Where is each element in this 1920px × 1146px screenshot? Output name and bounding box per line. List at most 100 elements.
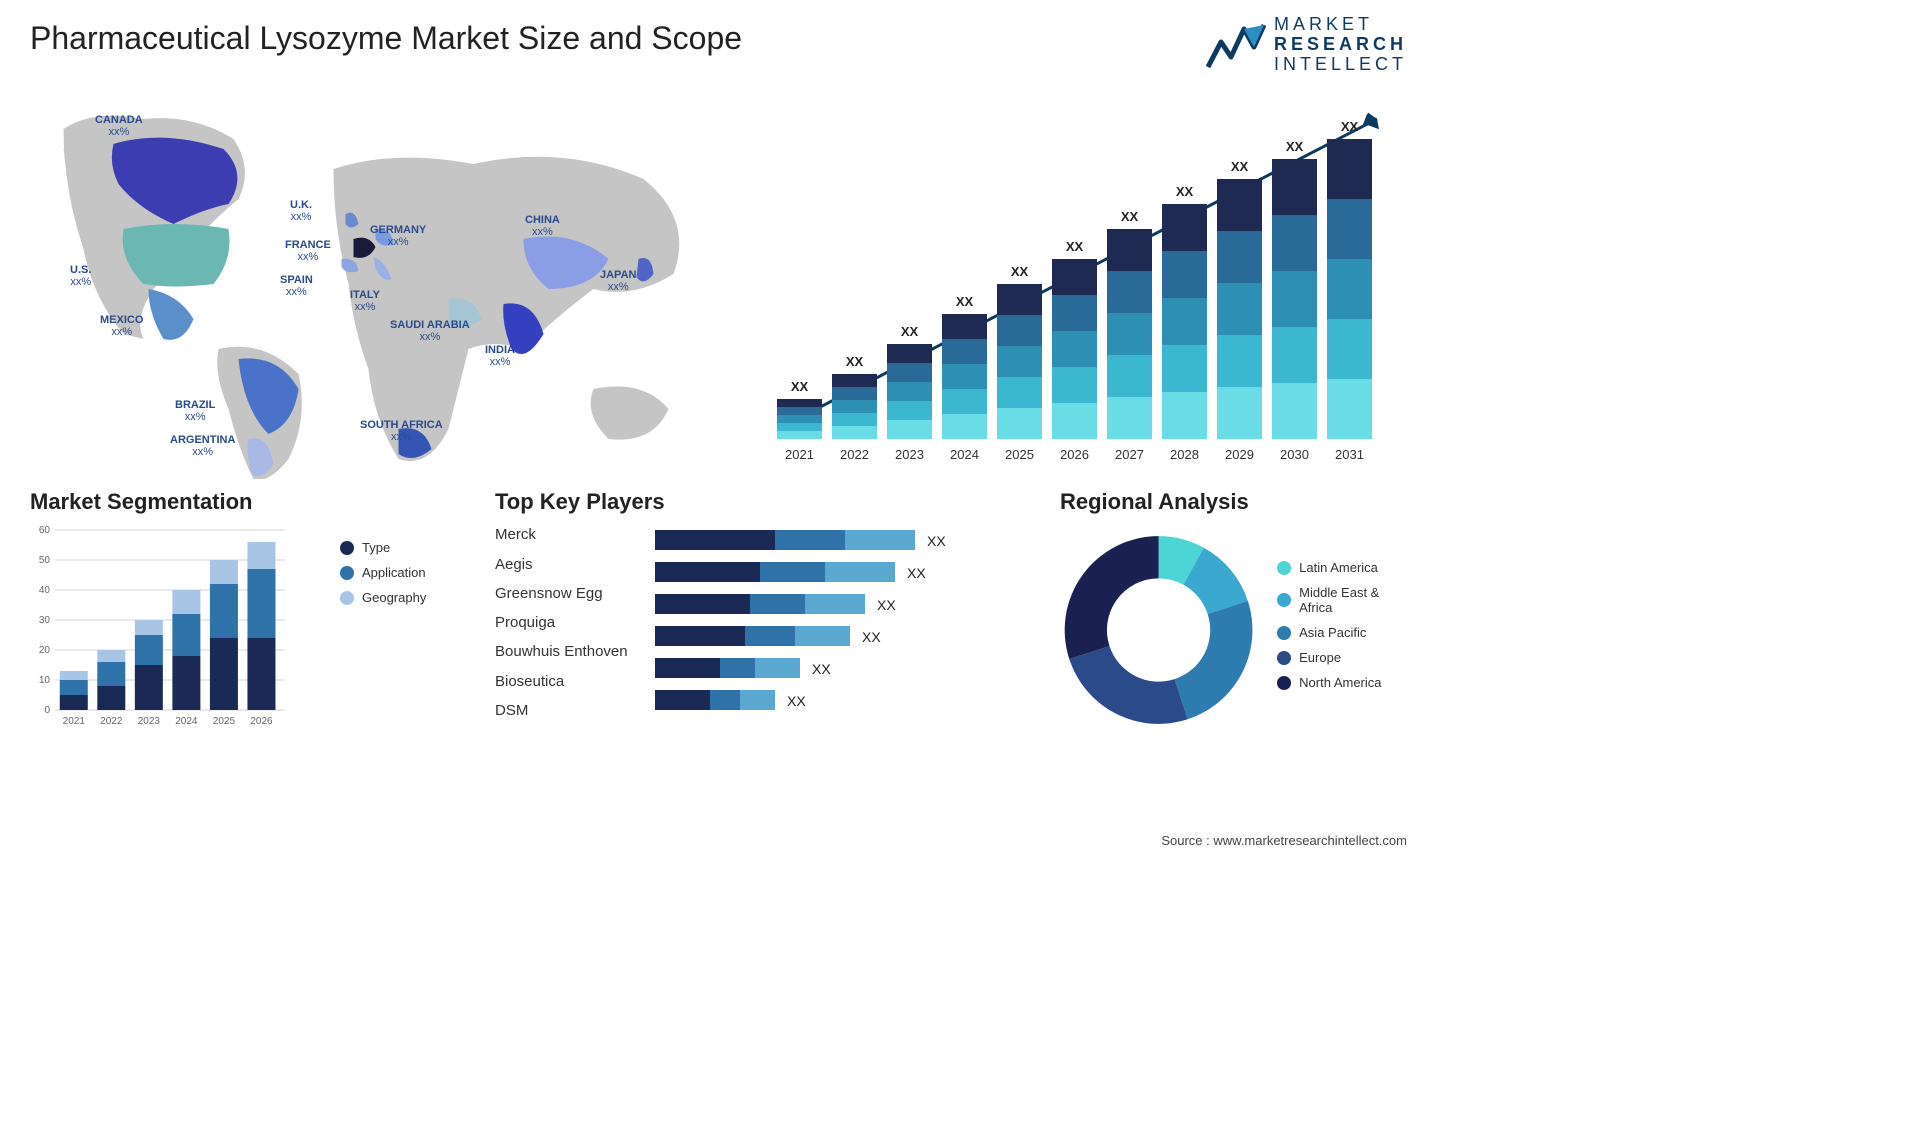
svg-text:2023: 2023: [138, 716, 161, 727]
segmentation-panel: Market Segmentation 0 10 20 30 40 50 60 2021 202…: [30, 489, 470, 749]
legend-swatch: [1277, 561, 1291, 575]
legend-label: Europe: [1299, 650, 1341, 665]
legend-item: Geography: [340, 590, 470, 605]
legend-swatch: [1277, 651, 1291, 665]
map-label: CANADAxx%: [95, 114, 143, 138]
svg-text:2025: 2025: [1005, 447, 1034, 462]
map-label: INDIAxx%: [485, 344, 515, 368]
svg-text:XX: XX: [901, 324, 919, 339]
logo-line2: RESEARCH: [1274, 35, 1407, 55]
players-title: Top Key Players: [495, 489, 1035, 515]
legend-label: Geography: [362, 590, 426, 605]
legend-swatch: [340, 591, 354, 605]
regional-title: Regional Analysis: [1060, 489, 1407, 515]
svg-text:XX: XX: [1121, 209, 1139, 224]
svg-text:2026: 2026: [1060, 447, 1089, 462]
legend-label: Asia Pacific: [1299, 625, 1366, 640]
svg-text:XX: XX: [1231, 159, 1249, 174]
world-map: CANADAxx% U.S.xx% MEXICOxx% BRAZILxx% ARGENT…: [30, 89, 737, 479]
svg-text:2028: 2028: [1170, 447, 1199, 462]
svg-text:XX: XX: [1341, 119, 1359, 134]
regional-legend: Latin America Middle East & Africa Asia Pa…: [1277, 560, 1407, 700]
svg-text:XX: XX: [907, 565, 926, 581]
legend-swatch: [1277, 626, 1291, 640]
map-label: ARGENTINAxx%: [170, 434, 235, 458]
map-label: ITALYxx%: [350, 289, 380, 313]
svg-text:XX: XX: [1286, 139, 1304, 154]
svg-text:40: 40: [39, 585, 51, 596]
svg-text:20: 20: [39, 645, 51, 656]
map-label: U.S.xx%: [70, 264, 91, 288]
main-title: Pharmaceutical Lysozyme Market Size and …: [30, 20, 742, 57]
map-label: BRAZILxx%: [175, 399, 215, 423]
svg-text:2025: 2025: [213, 716, 236, 727]
svg-text:2029: 2029: [1225, 447, 1254, 462]
map-label: SPAINxx%: [280, 274, 313, 298]
svg-text:10: 10: [39, 675, 51, 686]
players-list: MerckAegisGreensnow EggProquigaBouwhuis …: [495, 520, 655, 740]
svg-text:XX: XX: [791, 379, 809, 394]
players-panel: Top Key Players MerckAegisGreensnow EggP…: [495, 489, 1035, 749]
logo-line1: MARKET: [1274, 15, 1407, 35]
legend-item: Europe: [1277, 650, 1407, 665]
legend-label: Type: [362, 540, 390, 555]
legend-label: North America: [1299, 675, 1381, 690]
legend-swatch: [340, 541, 354, 555]
map-label: MEXICOxx%: [100, 314, 143, 338]
brand-logo: MARKET RESEARCH INTELLECT: [1206, 15, 1407, 74]
legend-item: Application: [340, 565, 470, 580]
svg-text:XX: XX: [1176, 184, 1194, 199]
svg-text:2021: 2021: [63, 716, 86, 727]
legend-swatch: [1277, 676, 1291, 690]
svg-text:2023: 2023: [895, 447, 924, 462]
player-name: Aegis: [495, 550, 655, 579]
map-label: GERMANYxx%: [370, 224, 426, 248]
svg-text:XX: XX: [862, 629, 881, 645]
legend-swatch: [1277, 593, 1291, 607]
map-label: CHINAxx%: [525, 214, 560, 238]
segmentation-chart: 0 10 20 30 40 50 60 2021 2022 2023 2024 2025 2026: [30, 525, 325, 740]
legend-item: Latin America: [1277, 560, 1407, 575]
svg-text:60: 60: [39, 525, 51, 536]
map-label: U.K.xx%: [290, 199, 312, 223]
svg-text:XX: XX: [846, 354, 864, 369]
svg-text:2021: 2021: [785, 447, 814, 462]
svg-text:2024: 2024: [950, 447, 979, 462]
svg-text:2022: 2022: [840, 447, 869, 462]
svg-text:XX: XX: [1066, 239, 1084, 254]
svg-text:XX: XX: [927, 533, 946, 549]
map-label: SAUDI ARABIAxx%: [390, 319, 470, 343]
svg-text:XX: XX: [956, 294, 974, 309]
player-name: Bouwhuis Enthoven: [495, 637, 655, 666]
map-label: SOUTH AFRICAxx%: [360, 419, 443, 443]
svg-text:XX: XX: [1011, 264, 1029, 279]
svg-text:2022: 2022: [100, 716, 123, 727]
logo-line3: INTELLECT: [1274, 55, 1407, 75]
player-name: Merck: [495, 520, 655, 549]
player-name: Greensnow Egg: [495, 579, 655, 608]
segmentation-title: Market Segmentation: [30, 489, 470, 515]
map-label: FRANCExx%: [285, 239, 331, 263]
logo-icon: [1206, 17, 1266, 72]
legend-item: Type: [340, 540, 470, 555]
map-label: JAPANxx%: [600, 269, 636, 293]
svg-text:2030: 2030: [1280, 447, 1309, 462]
svg-text:50: 50: [39, 555, 51, 566]
source-text: Source : www.marketresearchintellect.com: [1161, 833, 1407, 848]
svg-text:2026: 2026: [250, 716, 273, 727]
svg-text:XX: XX: [877, 597, 896, 613]
legend-label: Application: [362, 565, 426, 580]
svg-text:XX: XX: [787, 693, 806, 709]
players-bars: XXXXXXXXXXXX: [655, 525, 1035, 740]
legend-swatch: [340, 566, 354, 580]
player-name: DSM: [495, 696, 655, 725]
legend-item: Middle East & Africa: [1277, 585, 1407, 615]
player-name: Proquiga: [495, 608, 655, 637]
segmentation-legend: Type Application Geography: [340, 525, 470, 740]
legend-label: Middle East & Africa: [1299, 585, 1407, 615]
svg-text:30: 30: [39, 615, 51, 626]
svg-text:2027: 2027: [1115, 447, 1144, 462]
legend-item: North America: [1277, 675, 1407, 690]
svg-text:2024: 2024: [175, 716, 198, 727]
svg-text:0: 0: [44, 705, 50, 716]
